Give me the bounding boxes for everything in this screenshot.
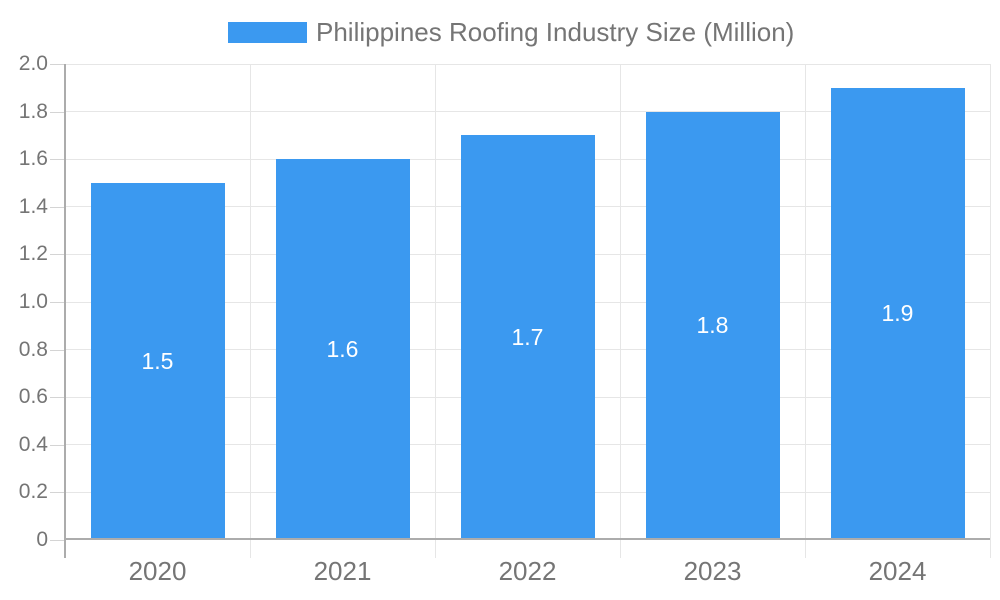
plot-area: 1.5 1.6 1.7 1.8 1.9 <box>64 63 991 558</box>
x-tick-label: 2020 <box>128 556 187 586</box>
x-gridline <box>434 64 436 558</box>
y-tick-label: 0.4 <box>18 432 48 456</box>
y-tick-label: 1.6 <box>18 147 48 171</box>
y-tick-label: 0.8 <box>18 337 48 361</box>
y-axis-tick <box>50 302 65 303</box>
x-gridline <box>619 64 621 558</box>
y-tick-label: 0 <box>36 528 48 551</box>
y-axis-line <box>64 64 66 558</box>
x-tick-label: 2024 <box>868 556 927 586</box>
y-axis-tick <box>50 444 65 446</box>
y-tick-label: 1.2 <box>18 242 48 266</box>
y-axis-tick <box>50 206 65 208</box>
y-axis-tick <box>50 159 65 161</box>
bar-value-label: 1.7 <box>511 324 544 351</box>
x-axis-line <box>65 538 990 540</box>
legend-label: Philippines Roofing Industry Size (Milli… <box>316 17 795 47</box>
y-tick-label: 1.0 <box>18 290 48 313</box>
bar-2020[interactable]: 1.5 <box>90 183 225 540</box>
y-axis-tick <box>50 254 65 256</box>
x-gridline <box>989 64 991 558</box>
y-gridline <box>65 63 990 65</box>
x-tick-label: 2023 <box>683 556 742 586</box>
legend-swatch-icon <box>228 22 307 43</box>
y-tick-label: 1.4 <box>18 194 48 218</box>
y-axis-tick <box>50 540 65 541</box>
y-tick-label: 1.8 <box>18 99 48 123</box>
bar-2022[interactable]: 1.7 <box>460 135 595 540</box>
x-gridline <box>804 64 806 558</box>
y-gridline <box>65 111 990 113</box>
bar-value-label: 1.9 <box>881 300 914 327</box>
bar-2023[interactable]: 1.8 <box>645 111 780 540</box>
y-tick-label: 0.2 <box>18 480 48 504</box>
bar-2024[interactable]: 1.9 <box>830 87 965 540</box>
y-axis-tick <box>50 349 65 351</box>
bar-value-label: 1.6 <box>326 336 359 363</box>
y-axis-tick <box>50 492 65 494</box>
y-tick-label: 0.6 <box>18 385 48 409</box>
y-axis-tick <box>50 111 65 113</box>
x-gridline <box>249 64 251 558</box>
y-tick-label: 2.0 <box>18 52 48 75</box>
x-tick-label: 2021 <box>313 556 372 586</box>
y-axis-tick <box>50 64 65 65</box>
bar-value-label: 1.8 <box>696 312 729 339</box>
y-axis-tick <box>50 397 65 399</box>
x-tick-label: 2022 <box>498 556 557 586</box>
bar-2021[interactable]: 1.6 <box>275 159 410 540</box>
bar-value-label: 1.5 <box>141 348 174 374</box>
